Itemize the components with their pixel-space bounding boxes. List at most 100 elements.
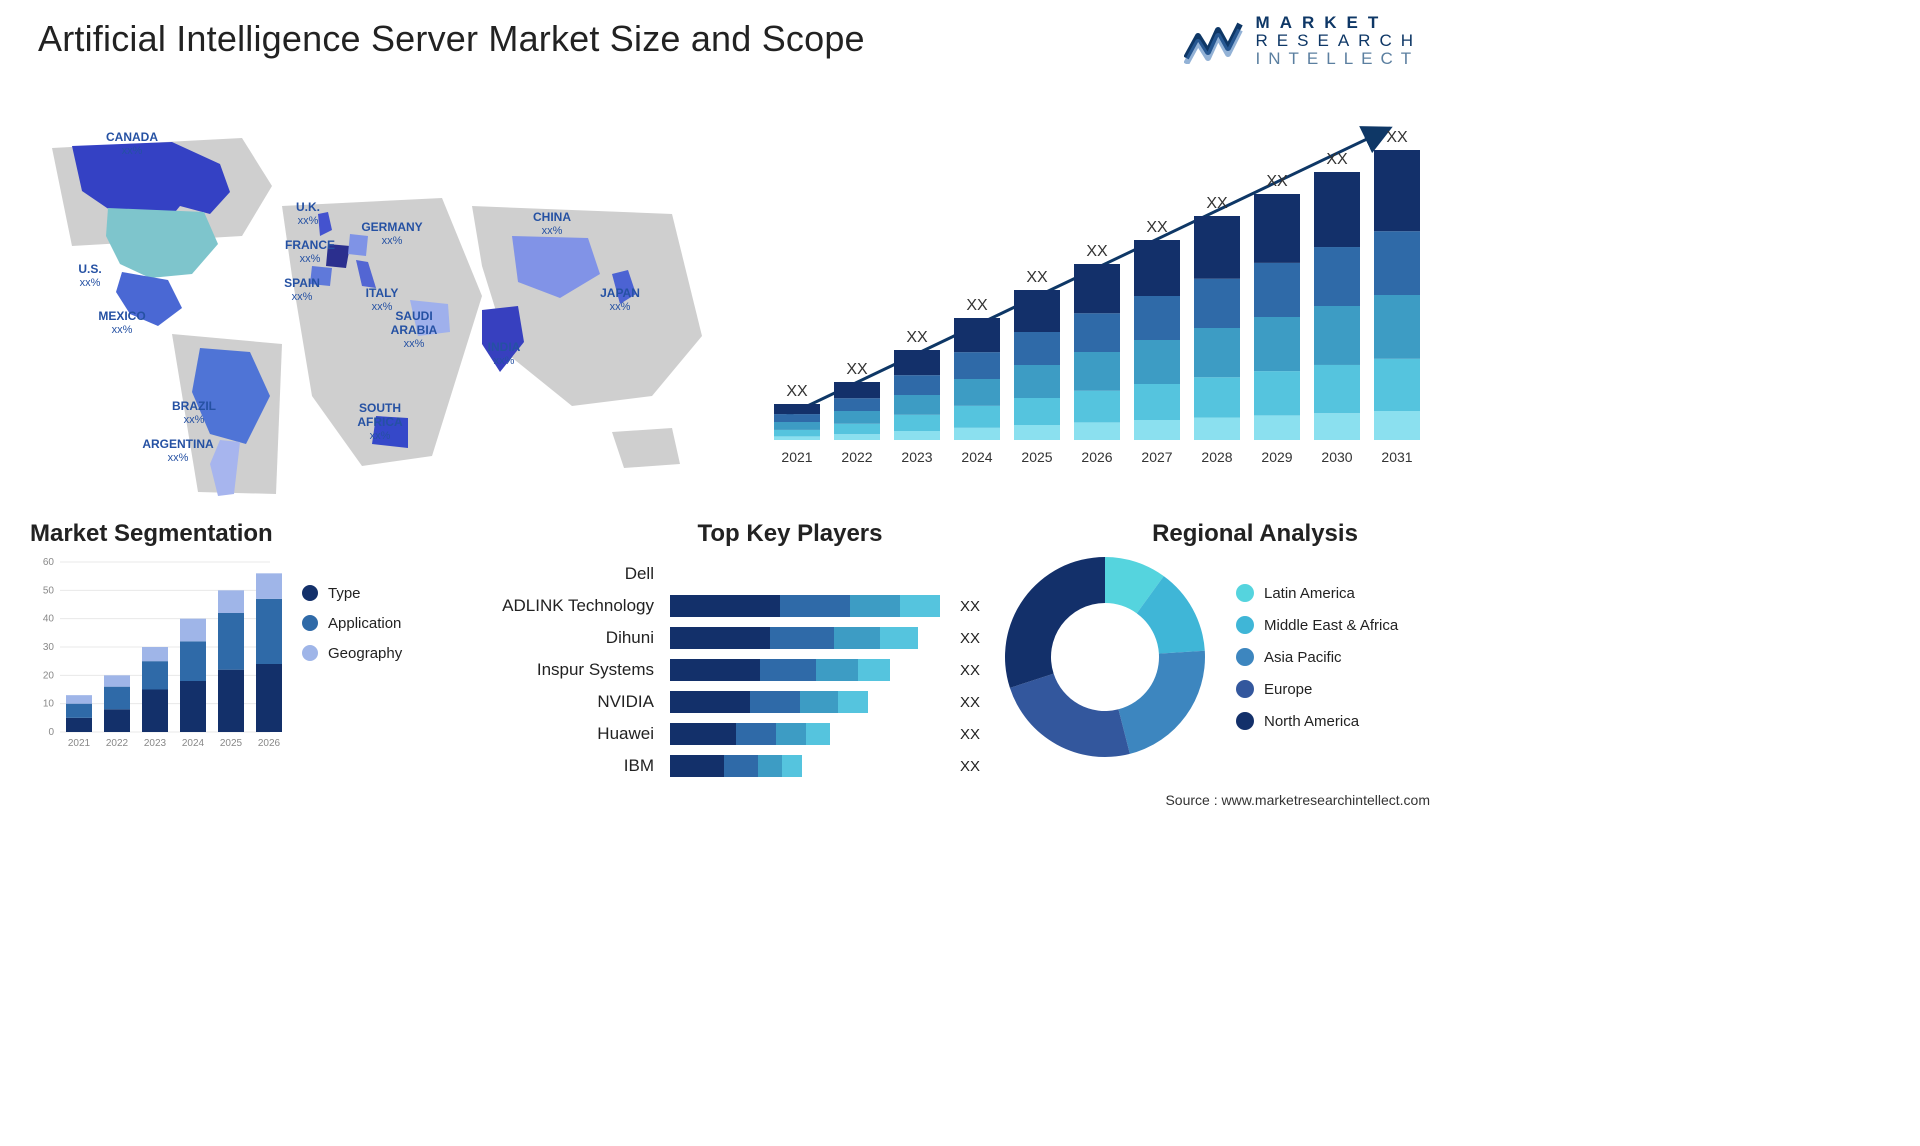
player-name: ADLINK Technology bbox=[470, 596, 670, 616]
svg-text:XX: XX bbox=[1206, 195, 1228, 212]
map-label-safr: SOUTHAFRICAxx% bbox=[357, 402, 402, 442]
map-label-brazil: BRAZILxx% bbox=[172, 400, 216, 426]
svg-text:XX: XX bbox=[1386, 129, 1408, 146]
svg-text:0: 0 bbox=[48, 727, 54, 738]
source-line: Source : www.marketresearchintellect.com bbox=[1165, 792, 1430, 808]
world-map: CANADAxx% U.S.xx% MEXICOxx% BRAZILxx% ARGENT… bbox=[12, 96, 732, 496]
seg-legend-item: Type bbox=[302, 578, 402, 608]
svg-text:2021: 2021 bbox=[68, 738, 91, 749]
svg-text:2022: 2022 bbox=[106, 738, 129, 749]
svg-text:2030: 2030 bbox=[1321, 449, 1352, 465]
player-name: IBM bbox=[470, 756, 670, 776]
player-name: Dell bbox=[470, 564, 670, 584]
page-title: Artificial Intelligence Server Market Si… bbox=[38, 18, 865, 60]
map-label-canada: CANADAxx% bbox=[106, 131, 158, 157]
regional-section: Regional Analysis Latin AmericaMiddle Ea… bbox=[1000, 520, 1440, 762]
player-row: ADLINK Technology XX bbox=[470, 590, 990, 622]
svg-text:2023: 2023 bbox=[901, 449, 932, 465]
region-legend-item: Latin America bbox=[1236, 577, 1398, 609]
svg-text:10: 10 bbox=[43, 699, 55, 710]
brand-logo: MARKET RESEARCH INTELLECT bbox=[1184, 14, 1422, 68]
svg-text:50: 50 bbox=[43, 585, 55, 596]
region-legend-item: North America bbox=[1236, 705, 1398, 737]
map-label-uk: U.K.xx% bbox=[296, 201, 320, 227]
segmentation-section: Market Segmentation 0 10 20 30 40 50 60 2021 202… bbox=[30, 520, 430, 769]
player-bar bbox=[670, 691, 950, 713]
player-value: XX bbox=[960, 662, 980, 679]
svg-text:2025: 2025 bbox=[1021, 449, 1052, 465]
player-name: Huawei bbox=[470, 724, 670, 744]
svg-text:30: 30 bbox=[43, 642, 55, 653]
player-row: NVIDIA XX bbox=[470, 686, 990, 718]
player-value: XX bbox=[960, 694, 980, 711]
market-growth-chart: XX 2021 XX 2022 XX 2023 XX 2024 XX 2025 XX 2026 XX 20… bbox=[760, 110, 1430, 480]
svg-text:XX: XX bbox=[786, 383, 808, 400]
region-legend-item: Middle East & Africa bbox=[1236, 609, 1398, 641]
logo-line2: RESEARCH bbox=[1256, 32, 1422, 50]
player-row: IBM XX bbox=[470, 750, 990, 782]
svg-text:XX: XX bbox=[1086, 243, 1108, 260]
svg-text:2026: 2026 bbox=[1081, 449, 1112, 465]
map-label-india: INDIAxx% bbox=[488, 341, 521, 367]
player-bar bbox=[670, 627, 950, 649]
svg-text:XX: XX bbox=[1026, 269, 1048, 286]
svg-text:XX: XX bbox=[846, 361, 868, 378]
regional-title: Regional Analysis bbox=[1070, 520, 1440, 548]
player-name: Inspur Systems bbox=[470, 660, 670, 680]
map-label-us: U.S.xx% bbox=[78, 263, 101, 289]
svg-text:XX: XX bbox=[1146, 219, 1168, 236]
map-label-mexico: MEXICOxx% bbox=[98, 310, 145, 336]
player-row: Dell bbox=[470, 558, 990, 590]
player-row: Huawei XX bbox=[470, 718, 990, 750]
svg-text:2029: 2029 bbox=[1261, 449, 1292, 465]
svg-text:XX: XX bbox=[966, 297, 988, 314]
player-bar bbox=[670, 659, 950, 681]
svg-text:2024: 2024 bbox=[182, 738, 205, 749]
svg-text:2026: 2026 bbox=[258, 738, 281, 749]
segmentation-title: Market Segmentation bbox=[30, 520, 430, 548]
map-label-spain: SPAINxx% bbox=[284, 277, 320, 303]
player-row: DihuniXX bbox=[470, 622, 990, 654]
segmentation-chart: 0 10 20 30 40 50 60 2021 2022 2023 2024 2025 2026 bbox=[30, 554, 290, 764]
svg-text:60: 60 bbox=[43, 557, 55, 568]
regional-donut-chart bbox=[1000, 552, 1210, 762]
svg-text:2021: 2021 bbox=[781, 449, 812, 465]
player-value: XX bbox=[960, 758, 980, 775]
svg-text:2031: 2031 bbox=[1381, 449, 1412, 465]
svg-text:2027: 2027 bbox=[1141, 449, 1172, 465]
player-bar bbox=[670, 563, 950, 585]
seg-legend-item: Application bbox=[302, 608, 402, 638]
svg-text:40: 40 bbox=[43, 614, 55, 625]
svg-text:2023: 2023 bbox=[144, 738, 167, 749]
player-bar bbox=[670, 755, 950, 777]
svg-text:XX: XX bbox=[906, 329, 928, 346]
segmentation-legend: TypeApplicationGeography bbox=[302, 578, 402, 668]
player-value: XX bbox=[960, 598, 980, 615]
svg-text:XX: XX bbox=[1266, 173, 1288, 190]
svg-text:2024: 2024 bbox=[961, 449, 992, 465]
svg-text:XX: XX bbox=[1326, 151, 1348, 168]
regional-legend: Latin AmericaMiddle East & AfricaAsia Pa… bbox=[1236, 577, 1398, 737]
player-bar bbox=[670, 723, 950, 745]
player-value: XX bbox=[960, 726, 980, 743]
region-legend-item: Europe bbox=[1236, 673, 1398, 705]
seg-legend-item: Geography bbox=[302, 638, 402, 668]
player-value: XX bbox=[960, 630, 980, 647]
region-legend-item: Asia Pacific bbox=[1236, 641, 1398, 673]
map-label-arg: ARGENTINAxx% bbox=[142, 438, 213, 464]
svg-text:2025: 2025 bbox=[220, 738, 243, 749]
map-label-saudi: SAUDIARABIAxx% bbox=[391, 310, 438, 350]
map-label-germany: GERMANYxx% bbox=[361, 221, 422, 247]
svg-text:2028: 2028 bbox=[1201, 449, 1232, 465]
logo-mark-icon bbox=[1184, 18, 1244, 64]
player-name: NVIDIA bbox=[470, 692, 670, 712]
logo-line1: MARKET bbox=[1256, 14, 1422, 32]
players-title: Top Key Players bbox=[590, 520, 990, 548]
svg-text:20: 20 bbox=[43, 670, 55, 681]
svg-text:2022: 2022 bbox=[841, 449, 872, 465]
logo-line3: INTELLECT bbox=[1256, 50, 1422, 68]
player-row: Inspur Systems XX bbox=[470, 654, 990, 686]
map-label-france: FRANCExx% bbox=[285, 239, 335, 265]
map-label-japan: JAPANxx% bbox=[600, 287, 640, 313]
map-label-china: CHINAxx% bbox=[533, 211, 571, 237]
